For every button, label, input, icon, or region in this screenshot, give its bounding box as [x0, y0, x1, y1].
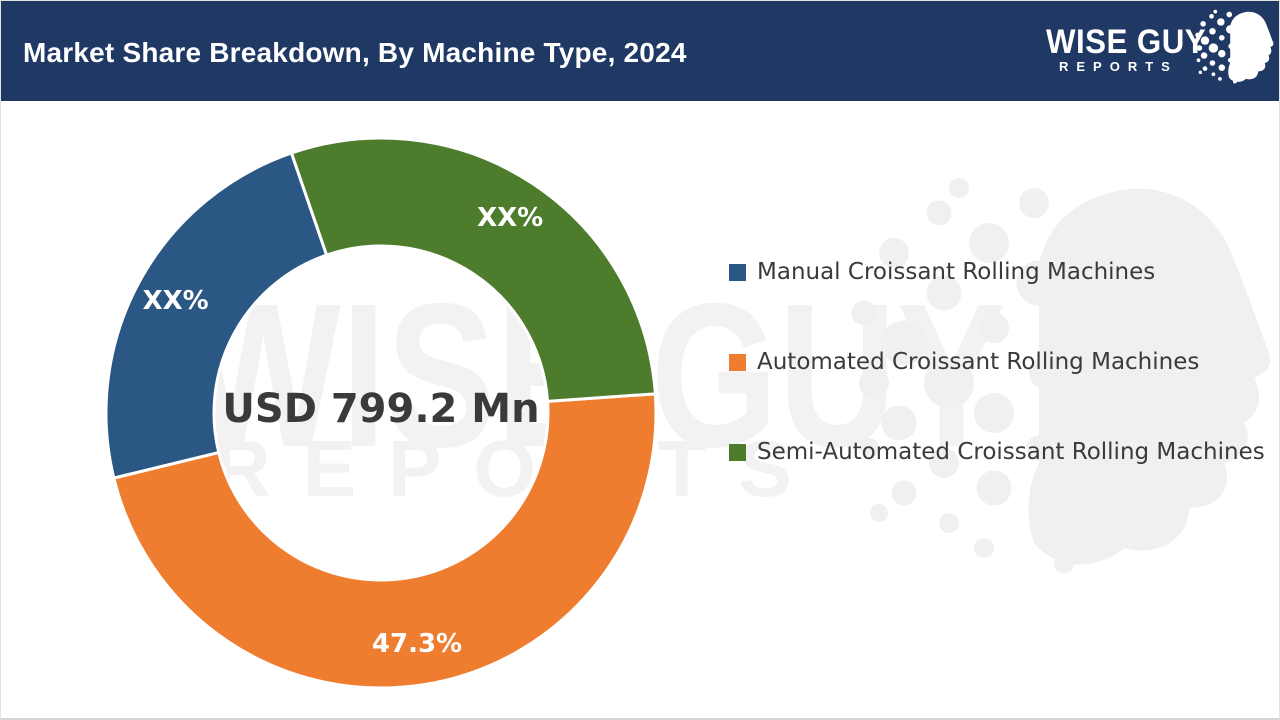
donut-segment-0: [104, 151, 329, 480]
chart-legend: Manual Croissant Rolling Machines Automa…: [729, 258, 1279, 466]
legend-label-automated: Automated Croissant Rolling Machines: [757, 349, 1200, 375]
page-title: Market Share Breakdown, By Machine Type,…: [23, 37, 687, 68]
legend-item-manual: Manual Croissant Rolling Machines: [729, 258, 1279, 286]
donut-segment-2: [289, 136, 657, 403]
logo-reports: REPORTS: [1059, 59, 1178, 74]
legend-swatch-semi-automated: [729, 443, 746, 461]
logo-wordmark: WISE GUY: [1046, 23, 1207, 61]
donut-segment-1: [112, 392, 658, 690]
legend-item-semi-automated: Semi-Automated Croissant Rolling Machine…: [729, 438, 1279, 466]
legend-label-manual: Manual Croissant Rolling Machines: [757, 259, 1156, 285]
watermark-reports: REPORTS: [213, 424, 824, 513]
wiseguy-face-logo-icon: [1191, 7, 1275, 91]
legend-item-automated: Automated Croissant Rolling Machines: [729, 348, 1279, 376]
legend-swatch-automated: [729, 353, 746, 371]
header-bar: Market Share Breakdown, By Machine Type,…: [1, 1, 1279, 101]
segment-label-1: 47.3%: [371, 629, 463, 660]
center-value: USD 799.2 Mn: [222, 386, 540, 432]
legend-label-semi-automated: Semi-Automated Croissant Rolling Machine…: [757, 439, 1265, 465]
legend-swatch-manual: [729, 263, 746, 281]
segment-label-2: XX%: [477, 202, 544, 233]
segment-label-0: XX%: [142, 285, 209, 316]
